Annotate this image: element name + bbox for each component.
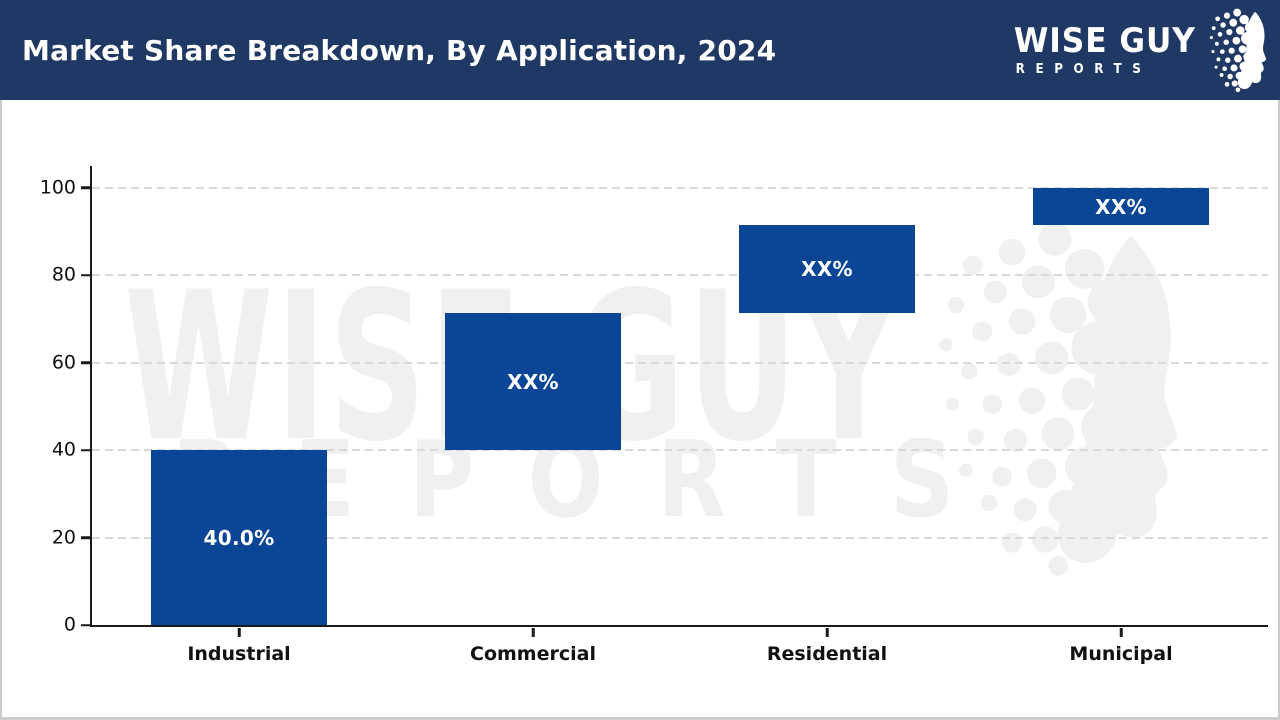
x-tick-mark-residential — [825, 627, 829, 637]
x-tick-mark-commercial — [531, 627, 535, 637]
logo-text: WISE GUY REPORTS — [1014, 24, 1196, 76]
logo-wordmark: WISE GUY — [1013, 21, 1196, 61]
bar-residential: XX% — [738, 225, 916, 313]
wise-guy-logo: WISE GUY REPORTS — [998, 7, 1280, 93]
y-tick-mark-40 — [81, 448, 90, 452]
header: Market Share Breakdown, By Application, … — [0, 0, 1280, 100]
x-tick-label-residential: Residential — [766, 643, 888, 665]
logo-face-icon — [1188, 7, 1266, 93]
gridline-20 — [92, 536, 1268, 539]
gridline-40 — [92, 449, 1268, 452]
x-tick-label-commercial: Commercial — [470, 643, 596, 665]
y-tick-mark-80 — [81, 274, 90, 277]
page-title: Market Share Breakdown, By Application, … — [22, 33, 777, 67]
y-tick-mark-100 — [81, 186, 90, 190]
y-tick-label-60: 60 — [51, 351, 76, 374]
bar-value-label-municipal: XX% — [1095, 194, 1147, 219]
x-tick-mark-municipal — [1119, 627, 1123, 637]
chart-region: WISE GUY REPORTS 0 20 40 60 80 100 40.0% XX% XX… — [0, 100, 1280, 720]
y-tick-label-100: 100 — [39, 176, 76, 199]
y-tick-label-20: 20 — [51, 526, 76, 549]
y-tick-mark-60 — [81, 361, 90, 364]
y-tick-label-80: 80 — [51, 263, 76, 286]
bar-industrial: 40.0% — [150, 450, 328, 625]
plot-area: WISE GUY REPORTS 0 20 40 60 80 100 40.0% XX% XX… — [40, 166, 1268, 665]
bar-municipal: XX% — [1032, 187, 1210, 226]
gridline-80 — [92, 274, 1268, 277]
bar-commercial: XX% — [444, 312, 622, 451]
x-tick-label-industrial: Industrial — [187, 643, 291, 665]
gridline-60 — [92, 361, 1268, 364]
y-tick-mark-20 — [81, 536, 90, 539]
logo-subtext: REPORTS — [1015, 62, 1152, 77]
x-tick-label-municipal: Municipal — [1069, 643, 1173, 665]
x-tick-mark-industrial — [237, 627, 241, 637]
y-tick-label-0: 0 — [63, 613, 76, 636]
bar-value-label-residential: XX% — [801, 257, 853, 282]
gridline-100 — [92, 186, 1268, 189]
y-tick-label-40: 40 — [51, 438, 76, 461]
bar-value-label-industrial: 40.0% — [203, 525, 275, 550]
y-tick-mark-0 — [81, 623, 90, 627]
bar-value-label-commercial: XX% — [507, 369, 559, 394]
